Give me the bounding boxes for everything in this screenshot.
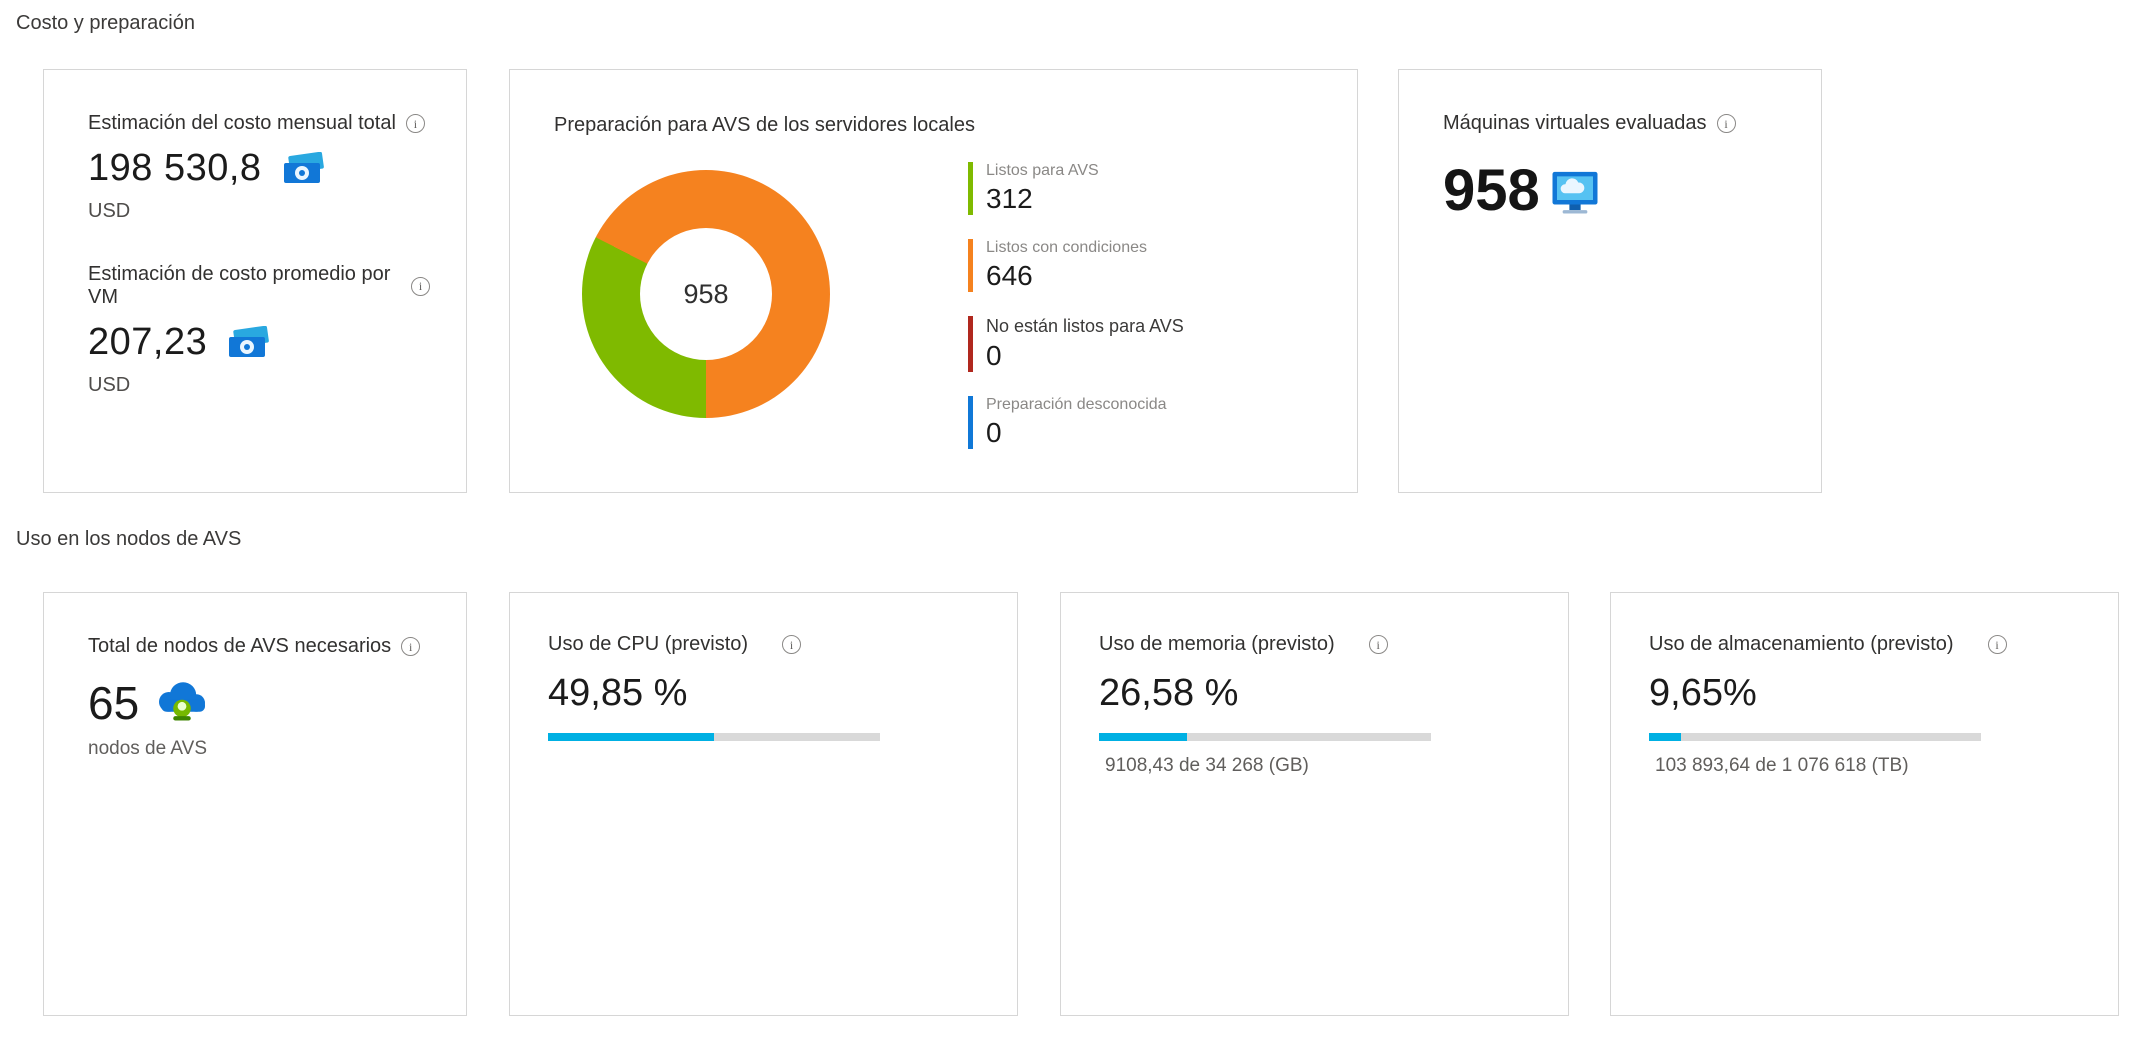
legend-value: 0: [986, 417, 1002, 448]
legend-label: Listos con condiciones: [986, 239, 1147, 256]
storage-usage-value: 9,65%: [1649, 672, 1757, 714]
readiness-card-title: Preparación para AVS de los servidores l…: [554, 114, 975, 136]
avs-nodes-card: Total de nodos de AVS necesarios 65 nodo…: [43, 592, 467, 1016]
legend-value: 0: [986, 340, 1002, 371]
memory-usage-progressbar: [1099, 733, 1431, 741]
avs-nodes-label: Total de nodos de AVS necesarios: [88, 635, 392, 657]
vms-evaluated-value: 958: [1443, 158, 1540, 223]
cpu-usage-label: Uso de CPU (previsto): [548, 633, 749, 655]
legend-item-unknown: Preparación desconocida 0: [968, 396, 1184, 449]
memory-usage-detail: 9108,43 de 34 268 (GB): [1105, 755, 1309, 776]
section-title-cost: Costo y preparación: [16, 12, 195, 34]
per-vm-cost-label: Estimación de costo promedio por VM: [88, 263, 391, 308]
avs-readiness-card: Preparación para AVS de los servidores l…: [509, 69, 1358, 493]
monthly-cost-value: 198 530,8: [88, 147, 262, 189]
per-vm-cost-unit: USD: [88, 374, 131, 396]
cpu-usage-progressbar: [548, 733, 880, 741]
legend-item-ready-with-conditions: Listos con condiciones 646: [968, 239, 1184, 292]
legend-item-ready: Listos para AVS 312: [968, 162, 1184, 215]
cpu-usage-progress-fill: [548, 733, 714, 741]
legend-color-bar: [968, 239, 973, 292]
storage-usage-label: Uso de almacenamiento (previsto): [1649, 633, 1954, 655]
memory-usage-card: Uso de memoria (previsto) 26,58 % 9108,4…: [1060, 592, 1569, 1016]
info-icon[interactable]: [405, 114, 425, 133]
monthly-cost-label: Estimación del costo mensual total: [88, 112, 396, 134]
monthly-cost-unit: USD: [88, 200, 131, 222]
legend-color-bar: [968, 396, 973, 449]
monthly-cost-metric: Estimación del costo mensual total 198 5…: [88, 112, 430, 223]
avs-nodes-unit: nodos de AVS: [88, 738, 208, 759]
cpu-usage-value: 49,85 %: [548, 672, 688, 714]
legend-label: No están listos para AVS: [986, 316, 1184, 336]
vm-monitor-icon: [1552, 171, 1598, 213]
info-icon[interactable]: [401, 637, 421, 656]
cost-estimate-card: Estimación del costo mensual total 198 5…: [43, 69, 467, 493]
info-icon[interactable]: [1716, 114, 1736, 133]
donut-center: 958: [640, 228, 772, 360]
vms-evaluated-card: Máquinas virtuales evaluadas 958: [1398, 69, 1822, 493]
memory-usage-progress-fill: [1099, 733, 1188, 741]
avs-readiness-donut[interactable]: 958: [582, 170, 830, 418]
section-title-usage: Uso en los nodos de AVS: [16, 528, 242, 550]
storage-usage-detail: 103 893,64 de 1 076 618 (TB): [1655, 755, 1909, 776]
info-icon[interactable]: [782, 635, 802, 654]
legend-value: 646: [986, 260, 1033, 291]
storage-usage-progress-fill: [1649, 733, 1682, 741]
info-icon[interactable]: [1368, 635, 1388, 654]
vms-evaluated-label: Máquinas virtuales evaluadas: [1443, 112, 1707, 134]
info-icon[interactable]: [411, 276, 430, 296]
info-icon[interactable]: [1987, 635, 2007, 654]
readiness-legend: Listos para AVS 312 Listos con condicion…: [968, 162, 1184, 473]
legend-item-not-ready: No están listos para AVS 0: [968, 316, 1184, 372]
legend-value: 312: [986, 183, 1033, 214]
avs-node-cloud-icon: [159, 682, 206, 721]
legend-color-bar: [968, 316, 973, 372]
legend-label: Listos para AVS: [986, 162, 1099, 179]
money-icon: [283, 151, 324, 183]
storage-usage-progressbar: [1649, 733, 1981, 741]
memory-usage-value: 26,58 %: [1099, 672, 1239, 714]
storage-usage-card: Uso de almacenamiento (previsto) 9,65% 1…: [1610, 592, 2119, 1016]
per-vm-cost-metric: Estimación de costo promedio por VM 207,…: [88, 263, 430, 397]
legend-label: Preparación desconocida: [986, 396, 1167, 413]
per-vm-cost-value: 207,23: [88, 321, 208, 363]
memory-usage-label: Uso de memoria (previsto): [1099, 633, 1335, 655]
cpu-usage-card: Uso de CPU (previsto) 49,85 %: [509, 592, 1018, 1016]
avs-nodes-value: 65: [88, 677, 140, 729]
donut-total-value: 958: [683, 278, 729, 309]
money-icon: [229, 325, 270, 357]
legend-color-bar: [968, 162, 973, 215]
